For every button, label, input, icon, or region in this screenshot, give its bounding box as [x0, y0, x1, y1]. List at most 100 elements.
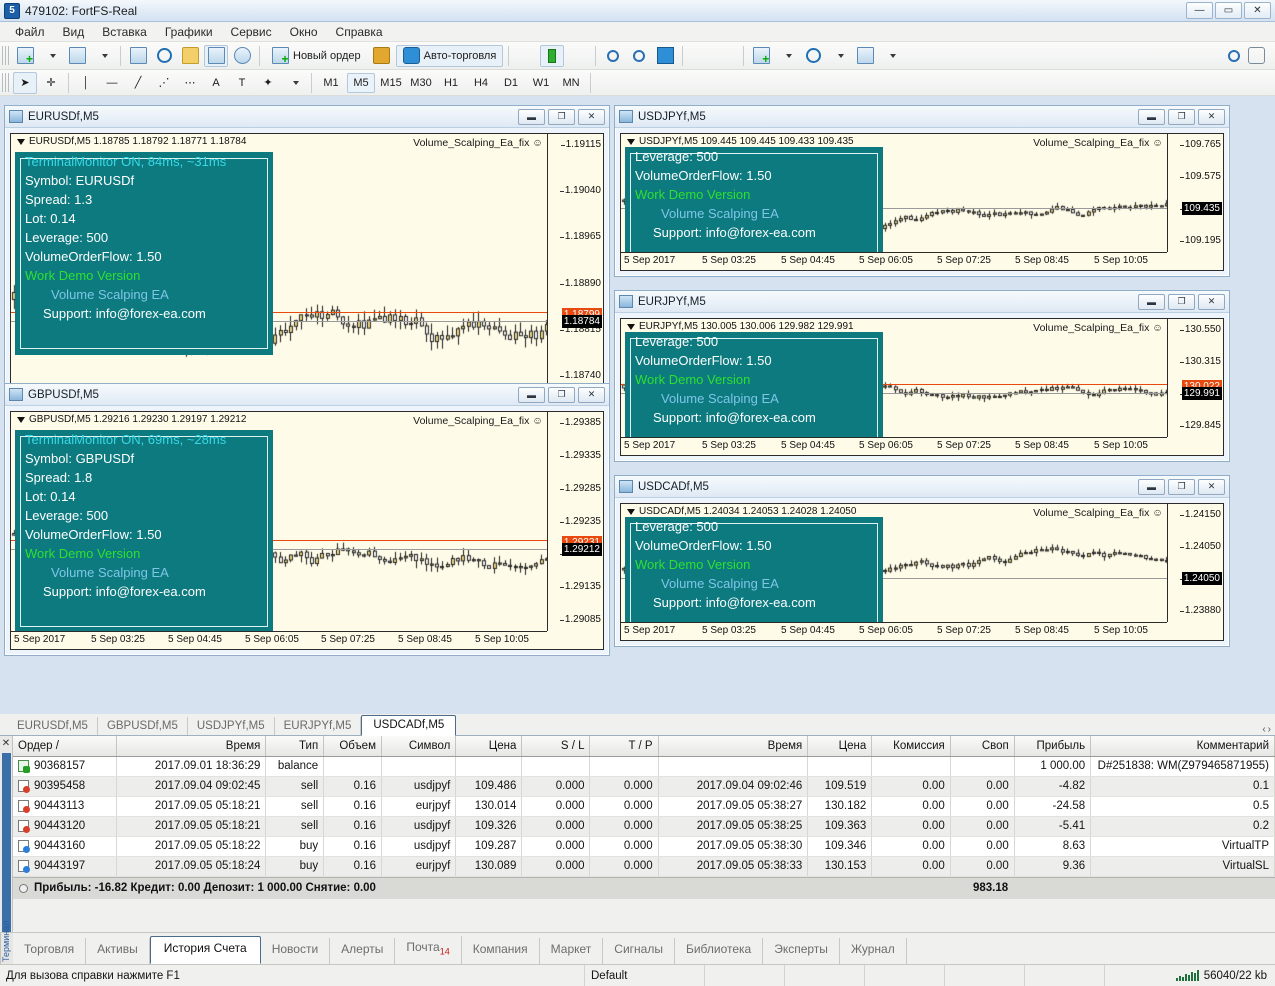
zoom-in-icon[interactable] [601, 45, 625, 67]
terminal-tab-Почта[interactable]: Почта14 [395, 935, 462, 964]
chart-restore-button[interactable]: ❐ [1168, 478, 1195, 495]
fibonacci-icon[interactable]: ⋯ [184, 77, 196, 89]
toolbar-grip[interactable] [2, 46, 9, 65]
chart-dropdown-icon[interactable] [627, 324, 635, 330]
menu-item-5[interactable]: Окно [289, 24, 318, 39]
zoom-out-icon[interactable] [627, 45, 651, 67]
chart-canvas-usdcad[interactable]: USDCADf,M5 1.24034 1.24053 1.24028 1.240… [620, 503, 1224, 641]
chart-minimize-button[interactable]: ▬ [518, 108, 545, 125]
table-row[interactable]: 90368157 2017.09.01 18:36:29 balance 1 000.… [13, 756, 1275, 777]
terminal-tab-Торговля[interactable]: Торговля [13, 938, 87, 964]
equidistant-channel-icon[interactable]: ⋰ [158, 77, 170, 89]
timeframe-H1[interactable]: H1 [443, 76, 459, 89]
market-watch-icon[interactable] [126, 45, 150, 67]
chart-tab-USDJPYf[interactable]: USDJPYf,M5 [188, 717, 275, 735]
table-row[interactable]: 90443120 2017.09.05 05:18:21 sell 0.16 usdjp… [13, 816, 1275, 837]
candlestick-icon[interactable] [540, 44, 565, 67]
chart-window-eurjpy[interactable]: EURJPYf,M5 ▬ ❐ ✕ EURJPYf,M5 130.005 130.006 … [614, 290, 1230, 462]
indicators-icon[interactable] [853, 45, 877, 67]
column-header-6[interactable]: S / L [521, 736, 591, 757]
cursor-icon[interactable]: ➤ [13, 71, 37, 94]
timeframe-M15[interactable]: M15 [380, 76, 402, 89]
period-icon[interactable] [801, 45, 825, 67]
tile-windows-icon[interactable] [653, 45, 677, 67]
templates-dropdown-icon[interactable] [775, 45, 799, 67]
menu-item-3[interactable]: Графики [164, 24, 213, 39]
chart-dropdown-icon[interactable] [627, 509, 635, 515]
new-chart-dropdown-icon[interactable] [39, 45, 63, 67]
column-header-8[interactable]: Время [658, 736, 809, 757]
terminal-scroll-handle[interactable] [1, 753, 11, 962]
templates-icon[interactable]: + [749, 45, 773, 67]
search-icon[interactable] [1228, 49, 1240, 62]
column-header-5[interactable]: Цена [455, 736, 523, 757]
column-header-9[interactable]: Цена [807, 736, 873, 757]
column-header-0[interactable]: Ордер / [13, 736, 117, 757]
chart-tab-GBPUSDf[interactable]: GBPUSDf,M5 [98, 717, 188, 735]
time-axis[interactable]: 5 Sep 2017 5 Sep 03:25 5 Sep 04:45 5 Sep 06… [621, 437, 1167, 455]
terminal-tab-Сигналы[interactable]: Сигналы [603, 938, 675, 964]
chart-close-button[interactable]: ✕ [1198, 108, 1225, 125]
timeframe-H4[interactable]: H4 [473, 76, 489, 89]
plot-area[interactable]: GBPUSDf,M5 1.29216 1.29230 1.29197 1.292… [11, 412, 547, 631]
chart-close-button[interactable]: ✕ [1198, 478, 1225, 495]
chart-dropdown-icon[interactable] [17, 417, 25, 423]
text-label-icon[interactable]: A [212, 76, 220, 89]
time-axis[interactable]: 5 Sep 2017 5 Sep 03:25 5 Sep 04:45 5 Sep 06… [11, 631, 547, 649]
new-chart-icon[interactable]: + [13, 45, 37, 67]
table-row[interactable]: 90443197 2017.09.05 05:18:24 buy 0.16 eurjpy… [13, 856, 1275, 877]
chart-minimize-button[interactable]: ▬ [1138, 108, 1165, 125]
chat-icon[interactable] [1248, 47, 1265, 64]
chart-tab-EURUSDf[interactable]: EURUSDf,M5 [8, 717, 98, 735]
close-button[interactable]: ✕ [1244, 2, 1271, 19]
table-row[interactable]: 90443160 2017.09.05 05:18:22 buy 0.16 usdjpy… [13, 836, 1275, 857]
tab-scroll-right-icon[interactable]: › [1267, 724, 1271, 735]
table-row[interactable]: 90395458 2017.09.04 09:02:45 sell 0.16 usdjp… [13, 776, 1275, 797]
chart-tab-USDCADf[interactable]: USDCADf,M5 [361, 715, 457, 736]
indicators-dropdown-icon[interactable] [879, 45, 903, 67]
timeframe-W1[interactable]: W1 [532, 76, 550, 89]
chart-canvas-eurjpy[interactable]: EURJPYf,M5 130.005 130.006 129.982 129.9… [620, 318, 1224, 456]
terminal-tab-Эксперты[interactable]: Эксперты [763, 938, 840, 964]
autotrading-button[interactable]: Авто-торговля [395, 44, 504, 67]
column-header-4[interactable]: Символ [381, 736, 457, 757]
column-header-13[interactable]: Комментарий [1090, 736, 1275, 757]
chart-minimize-button[interactable]: ▬ [1138, 478, 1165, 495]
column-header-7[interactable]: T / P [589, 736, 659, 757]
trendline-icon[interactable]: ╱ [134, 77, 142, 89]
chart-canvas-usdjpy[interactable]: USDJPYf,M5 109.445 109.445 109.433 109.4… [620, 133, 1224, 271]
column-header-1[interactable]: Время [116, 736, 267, 757]
timeframe-M30[interactable]: M30 [410, 76, 432, 89]
expert-advisors-icon[interactable] [370, 45, 394, 67]
chart-minimize-button[interactable]: ▬ [1138, 293, 1165, 310]
time-axis[interactable]: 5 Sep 2017 5 Sep 03:25 5 Sep 04:45 5 Sep 06… [621, 622, 1167, 640]
terminal-tab-Компания[interactable]: Компания [462, 938, 540, 964]
line-chart-icon[interactable] [566, 45, 590, 67]
timeframe-M1[interactable]: M1 [323, 76, 339, 89]
chart-close-button[interactable]: ✕ [1198, 293, 1225, 310]
plot-area[interactable]: USDJPYf,M5 109.445 109.445 109.433 109.4… [621, 134, 1167, 252]
column-header-10[interactable]: Комиссия [871, 736, 951, 757]
column-header-3[interactable]: Объем [323, 736, 382, 757]
maximize-button[interactable]: ▭ [1215, 2, 1242, 19]
tab-scroll-left-icon[interactable]: ‹ [1262, 724, 1266, 735]
terminal-tab-История Счета[interactable]: История Счета [149, 936, 261, 964]
chart-tab-EURJPYf[interactable]: EURJPYf,M5 [275, 717, 362, 735]
timeframe-D1[interactable]: D1 [503, 76, 519, 89]
chart-shift-icon[interactable] [688, 45, 712, 67]
plot-area[interactable]: USDCADf,M5 1.24034 1.24053 1.24028 1.240… [621, 504, 1167, 622]
chart-minimize-button[interactable]: ▬ [518, 386, 545, 403]
chart-close-button[interactable]: ✕ [578, 386, 605, 403]
time-axis[interactable]: 5 Sep 2017 5 Sep 03:25 5 Sep 04:45 5 Sep 06… [621, 252, 1167, 270]
new-order-button[interactable]: + Новый ордер [265, 45, 368, 67]
menu-item-4[interactable]: Сервис [230, 24, 272, 39]
chart-dropdown-icon[interactable] [627, 139, 635, 145]
vertical-line-icon[interactable]: │ [82, 76, 90, 89]
price-axis[interactable]: 130.550130.315130.080129.845130.022129.9… [1167, 319, 1223, 437]
shapes-icon[interactable]: ✦ [263, 77, 273, 89]
period-dropdown-icon[interactable] [827, 45, 851, 67]
terminal-tab-Журнал[interactable]: Журнал [840, 938, 907, 964]
chart-window-usdjpy[interactable]: USDJPYf,M5 ▬ ❐ ✕ USDJPYf,M5 109.445 109.445 … [614, 105, 1230, 277]
